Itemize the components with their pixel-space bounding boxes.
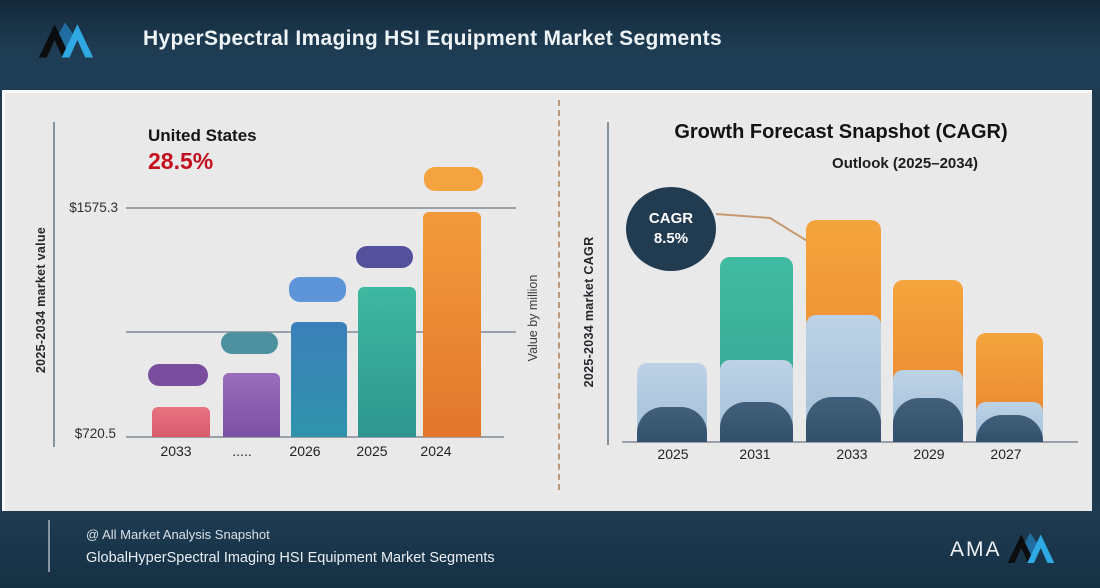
right-chart-subtitle: Outlook (2025–2034) — [832, 155, 978, 172]
x-tick-label: 2033 — [160, 443, 192, 459]
x-tick-label: 2024 — [420, 443, 452, 459]
ama-logo-icon — [38, 22, 94, 58]
footer-title-line: GlobalHyperSpectral Imaging HSI Equipmen… — [86, 550, 495, 566]
bar-segment — [152, 407, 210, 437]
x-tick-label: 2025 — [657, 446, 689, 462]
cagr-badge-label: CAGR — [648, 209, 694, 227]
x-tick-label: 2029 — [913, 446, 945, 462]
cagr-badge: CAGR 8.5% — [626, 187, 716, 271]
left-y-axis-line — [53, 122, 55, 447]
bar-segment — [423, 212, 481, 437]
x-tick-label: 2026 — [289, 443, 321, 459]
bar-accent-pill — [356, 246, 413, 268]
left-gridline-top — [126, 207, 516, 209]
stacked-bar-segment — [806, 397, 881, 442]
bar-segment — [291, 322, 347, 437]
footer-brand-text: AMA — [950, 538, 1002, 561]
ama-logo-icon — [1007, 533, 1055, 563]
right-chart-title: Growth Forecast Snapshot (CAGR) — [674, 121, 1008, 143]
stacked-bar-segment — [637, 407, 707, 442]
right-y-axis-line — [607, 122, 609, 445]
footer — [0, 511, 1100, 588]
charts-divider — [558, 100, 560, 490]
value-by-million-label: Value by million — [526, 274, 540, 362]
cagr-badge-value: 8.5% — [653, 230, 689, 247]
x-tick-label: 2033 — [836, 446, 868, 462]
left-chart-region-label: United States — [148, 126, 257, 145]
x-tick-label: 2025 — [356, 443, 388, 459]
right-x-axis-line — [622, 441, 1078, 443]
stacked-bar-segment — [720, 402, 793, 442]
footer-divider — [48, 520, 50, 572]
stacked-bar-segment — [976, 415, 1043, 442]
bar-accent-pill — [289, 277, 346, 302]
left-x-axis-line — [126, 436, 504, 438]
bar-accent-pill — [148, 364, 208, 386]
x-tick-label: 2031 — [739, 446, 771, 462]
header — [0, 0, 1100, 90]
bar-segment — [358, 287, 416, 437]
x-tick-label: 2027 — [990, 446, 1022, 462]
left-y-tick-top: $1575.3 — [69, 200, 118, 215]
page-title: HyperSpectral Imaging HSI Equipment Mark… — [143, 27, 722, 50]
left-y-axis-label: 2025-2034 market value — [34, 226, 48, 374]
left-y-tick-bottom: $720.5 — [74, 426, 116, 441]
bar-segment — [223, 373, 280, 437]
footer-source-line: @ All Market Analysis Snapshot — [86, 527, 270, 542]
bar-accent-pill — [424, 167, 483, 191]
bar-accent-pill — [221, 332, 278, 354]
x-tick-label: ..... — [232, 443, 252, 459]
stacked-bar-segment — [893, 398, 963, 442]
right-y-axis-label: 2025-2034 market CAGR — [582, 236, 596, 388]
left-chart-highlight-value: 28.5% — [148, 148, 214, 174]
